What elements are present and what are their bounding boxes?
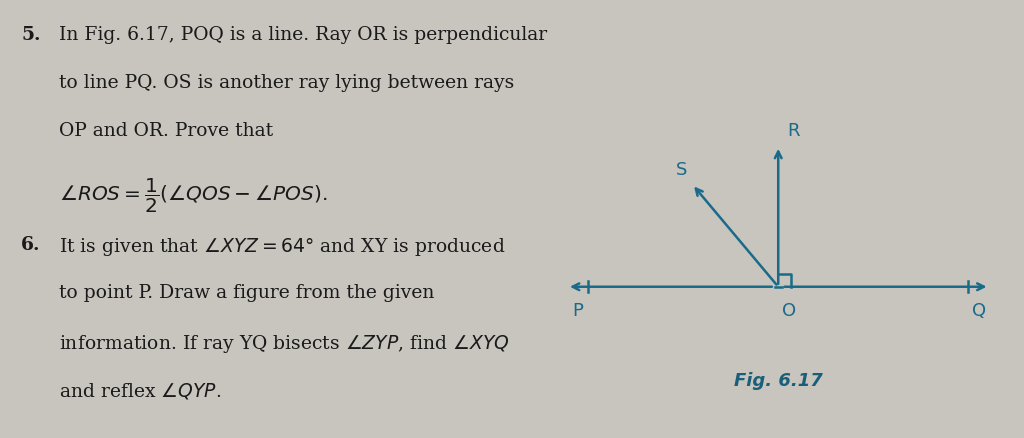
Text: information. If ray YQ bisects $\angle ZYP$, find $\angle XYQ$: information. If ray YQ bisects $\angle Z…	[59, 332, 510, 354]
Text: R: R	[787, 122, 800, 140]
Text: to point P. Draw a figure from the given: to point P. Draw a figure from the given	[59, 284, 434, 302]
Text: In Fig. 6.17, POQ is a line. Ray OR is perpendicular: In Fig. 6.17, POQ is a line. Ray OR is p…	[59, 25, 547, 43]
Text: It is given that $\angle XYZ = 64°$ and XY is produced: It is given that $\angle XYZ = 64°$ and …	[59, 236, 506, 258]
Text: OP and OR. Prove that: OP and OR. Prove that	[59, 122, 273, 140]
Text: S: S	[676, 161, 687, 179]
Text: 5.: 5.	[22, 25, 41, 43]
Text: P: P	[572, 302, 583, 320]
Text: 6.: 6.	[22, 236, 41, 254]
Text: to line PQ. OS is another ray lying between rays: to line PQ. OS is another ray lying betw…	[59, 74, 514, 92]
Text: $\angle ROS = \dfrac{1}{2}(\angle QOS - \angle POS).$: $\angle ROS = \dfrac{1}{2}(\angle QOS - …	[59, 177, 328, 215]
Text: and reflex $\angle QYP$.: and reflex $\angle QYP$.	[59, 381, 221, 401]
Text: O: O	[781, 302, 796, 320]
Text: Fig. 6.17: Fig. 6.17	[734, 372, 822, 390]
Text: Q: Q	[972, 302, 986, 320]
